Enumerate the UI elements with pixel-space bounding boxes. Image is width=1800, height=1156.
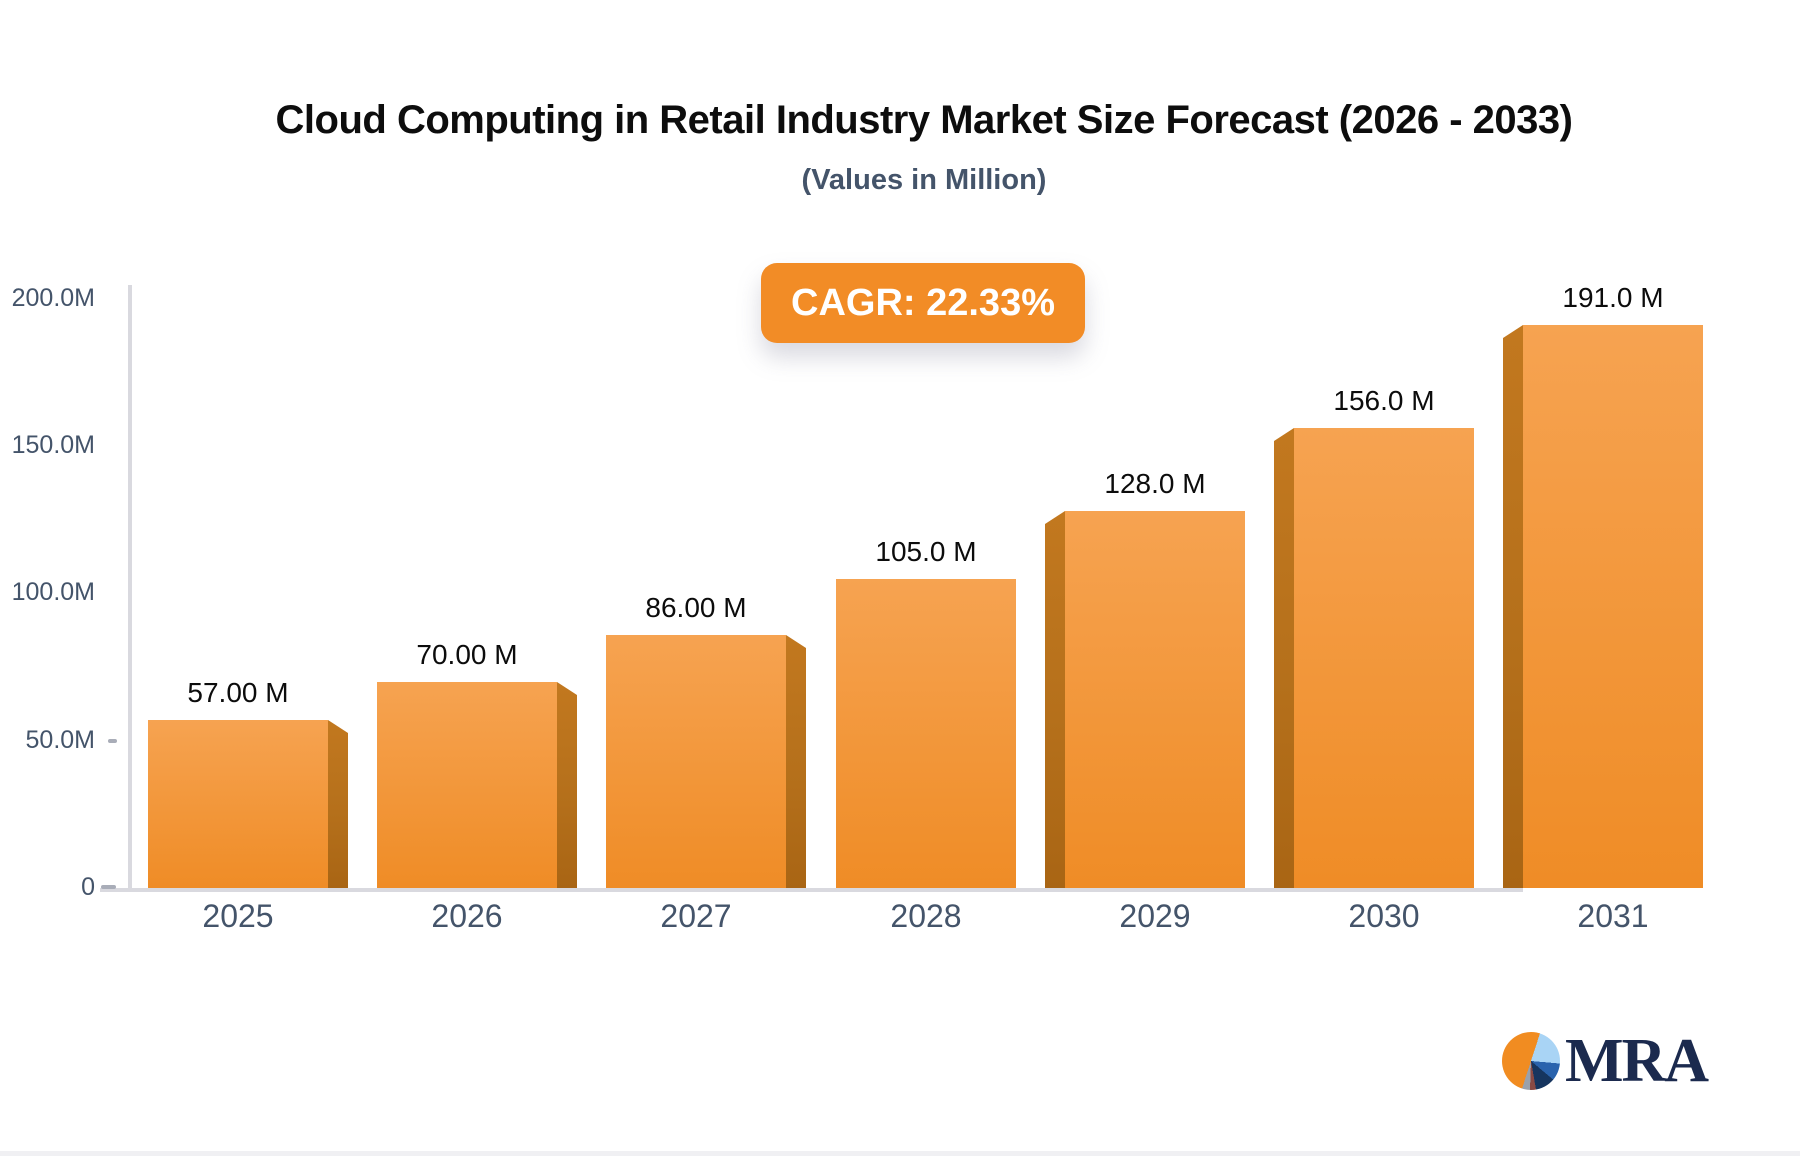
y-axis-line [128, 285, 132, 892]
bar-value-label: 105.0 M [875, 536, 977, 567]
pie-chart-logo-icon [1502, 1032, 1560, 1090]
bar [148, 720, 328, 888]
bar-value-label: 191.0 M [1562, 282, 1664, 313]
x-tick-label: 2026 [431, 898, 503, 934]
bar-value-label: 70.00 M [416, 639, 518, 670]
bar-value-label: 57.00 M [187, 677, 289, 708]
bar [377, 682, 557, 888]
bar-value-label: 128.0 M [1104, 468, 1206, 499]
x-tick-label: 2029 [1119, 898, 1191, 934]
y-tick-label: 50.0M [25, 725, 95, 754]
bar [1294, 428, 1474, 888]
bar-value-label: 86.00 M [645, 592, 747, 623]
y-tick-label: 0 [81, 873, 95, 901]
cagr-badge: CAGR: 22.33% [761, 263, 1085, 343]
y-tick-label: 150.0M [11, 430, 95, 459]
x-tick-label: 2025 [202, 898, 274, 934]
bar-3d-side [1045, 511, 1065, 888]
bar-3d-side [1503, 325, 1523, 888]
bar [606, 635, 786, 888]
x-tick-label: 2028 [890, 898, 962, 934]
x-axis-baseline [100, 888, 1523, 892]
bar-3d-side [328, 720, 348, 888]
y-tick-label: 200.0M [11, 283, 95, 312]
x-tick-label: 2030 [1348, 898, 1420, 934]
bar [836, 579, 1016, 888]
bottom-edge-divider [0, 1151, 1800, 1156]
mra-logo: MRA [1502, 1027, 1709, 1095]
logo-text: MRA [1565, 1027, 1709, 1095]
bar [1065, 511, 1245, 888]
bar-3d-side [1274, 428, 1294, 888]
y-tick-mark [101, 885, 116, 889]
y-tick-label: 100.0M [11, 578, 95, 607]
x-tick-label: 2027 [660, 898, 732, 934]
bar-3d-side [786, 635, 806, 888]
bar [1523, 325, 1703, 888]
bar-value-label: 156.0 M [1333, 385, 1435, 416]
x-tick-label: 2031 [1577, 898, 1649, 934]
chart-title: Cloud Computing in Retail Industry Marke… [275, 98, 1573, 142]
chart-subtitle: (Values in Million) [801, 164, 1047, 196]
y-tick-mark [108, 738, 117, 743]
bar-3d-side [557, 682, 577, 888]
